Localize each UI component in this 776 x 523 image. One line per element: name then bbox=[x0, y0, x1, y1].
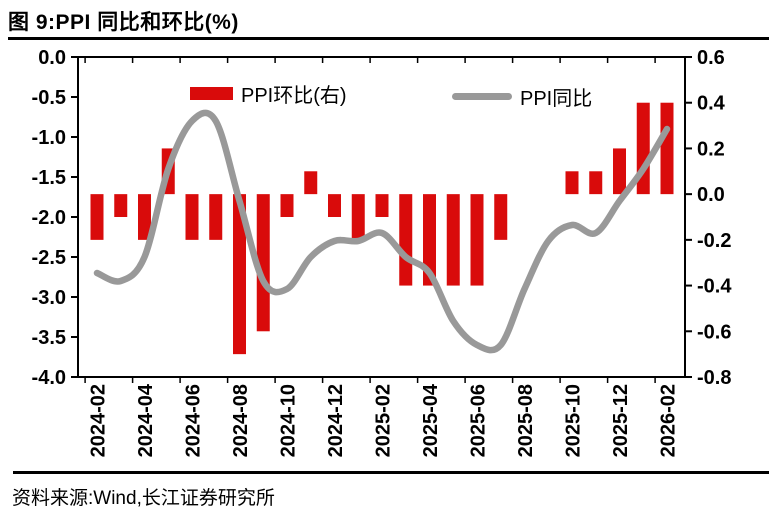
ppi-mom-bar-2025-10 bbox=[565, 171, 579, 195]
ppi-mom-bar-2025-02 bbox=[375, 194, 389, 217]
ppi-mom-legend-swatch bbox=[190, 87, 233, 100]
ppi-mom-bar-2024-02 bbox=[90, 194, 104, 240]
ppi-mom-bar-2025-06 bbox=[470, 194, 484, 286]
x-tick-label: 2024-02 bbox=[88, 384, 110, 457]
y-right-tick-label: 0.2 bbox=[697, 138, 725, 160]
source-note: 资料来源:Wind,长江证券研究所 bbox=[12, 488, 275, 509]
y-left-tick-label: -3.0 bbox=[32, 287, 66, 309]
figure-title: 图 9:PPI 同比和环比(%) bbox=[8, 11, 239, 34]
ppi-mom-bar-2024-10 bbox=[280, 194, 294, 217]
ppi-yoy-legend-label: PPI同比 bbox=[520, 88, 593, 110]
ppi-mom-bar-2024-09 bbox=[256, 194, 270, 332]
y-left-tick-label: 0.0 bbox=[38, 47, 66, 69]
ppi-yoy-legend-swatch bbox=[452, 93, 512, 100]
y-right-tick-label: 0.6 bbox=[697, 47, 725, 69]
ppi-mom-bar-2026-02 bbox=[660, 102, 674, 195]
y-left-tick-label: -2.0 bbox=[32, 207, 66, 229]
y-left-tick-label: -1.5 bbox=[32, 167, 66, 189]
x-tick-label: 2025-12 bbox=[610, 384, 632, 457]
ppi-mom-bar-2025-03 bbox=[399, 194, 413, 286]
ppi-mom-bar-2025-05 bbox=[446, 194, 460, 286]
ppi-mom-bar-2025-07 bbox=[494, 194, 508, 240]
x-tick-label: 2024-10 bbox=[278, 384, 300, 457]
y-right-tick-label: -0.2 bbox=[697, 230, 731, 252]
ppi-mom-bar-2025-01 bbox=[351, 194, 365, 240]
y-left-tick-label: -3.5 bbox=[32, 327, 66, 349]
ppi-mom-bar-2024-04 bbox=[138, 194, 151, 240]
x-tick-label: 2025-10 bbox=[563, 384, 585, 457]
ppi-mom-bar-2024-03 bbox=[114, 194, 128, 217]
footer-rule bbox=[13, 471, 769, 474]
ppi-mom-legend-label: PPI环比(右) bbox=[241, 85, 347, 107]
y-left-tick-label: -4.0 bbox=[32, 367, 66, 389]
legend-item-ppi-yoy: PPI同比 bbox=[452, 82, 592, 111]
y-left-tick-label: -0.5 bbox=[32, 87, 66, 109]
x-tick-label: 2025-02 bbox=[373, 384, 395, 457]
y-left-tick-label: -1.0 bbox=[32, 127, 66, 149]
ppi-mom-bar-2024-08 bbox=[233, 194, 246, 355]
x-tick-label: 2024-04 bbox=[135, 383, 157, 457]
x-tick-label: 2025-08 bbox=[515, 384, 537, 457]
ppi-yoy-line bbox=[93, 109, 671, 354]
y-right-tick-label: -0.4 bbox=[697, 276, 732, 298]
y-right-tick-label: -0.8 bbox=[697, 367, 731, 389]
legend-item-ppi-mom: PPI环比(右) bbox=[190, 79, 347, 108]
x-tick-label: 2025-06 bbox=[468, 384, 490, 457]
y-right-tick-label: 0.4 bbox=[697, 93, 726, 115]
ppi-chart: 0.0 -0.5 -1.0 -1.5 -2.0 -2.5 -3.0 -3.5 -4.0 0.6 0.… bbox=[32, 47, 733, 457]
y-right-tick-label: 0.0 bbox=[697, 184, 725, 206]
title-rule bbox=[8, 37, 769, 40]
x-tick-label: 2025-04 bbox=[420, 383, 442, 457]
ppi-mom-bar-2024-12 bbox=[328, 194, 341, 217]
ppi-mom-bar-2025-11 bbox=[589, 171, 603, 195]
x-tick-label: 2024-12 bbox=[325, 384, 347, 457]
x-tick-label: 2024-08 bbox=[230, 384, 252, 457]
ppi-mom-bar-2024-07 bbox=[209, 194, 223, 240]
ppi-mom-bar-2024-06 bbox=[185, 194, 199, 240]
ppi-mom-bar-2024-11 bbox=[304, 171, 318, 195]
y-left-tick-label: -2.5 bbox=[32, 247, 66, 269]
x-tick-label: 2026-02 bbox=[658, 384, 680, 457]
y-right-tick-label: -0.6 bbox=[697, 321, 731, 343]
x-tick-label: 2024-06 bbox=[183, 384, 205, 457]
ppi-mom-bar-2025-12 bbox=[613, 148, 626, 195]
ppi-mom-bar-2025-04 bbox=[423, 194, 436, 286]
